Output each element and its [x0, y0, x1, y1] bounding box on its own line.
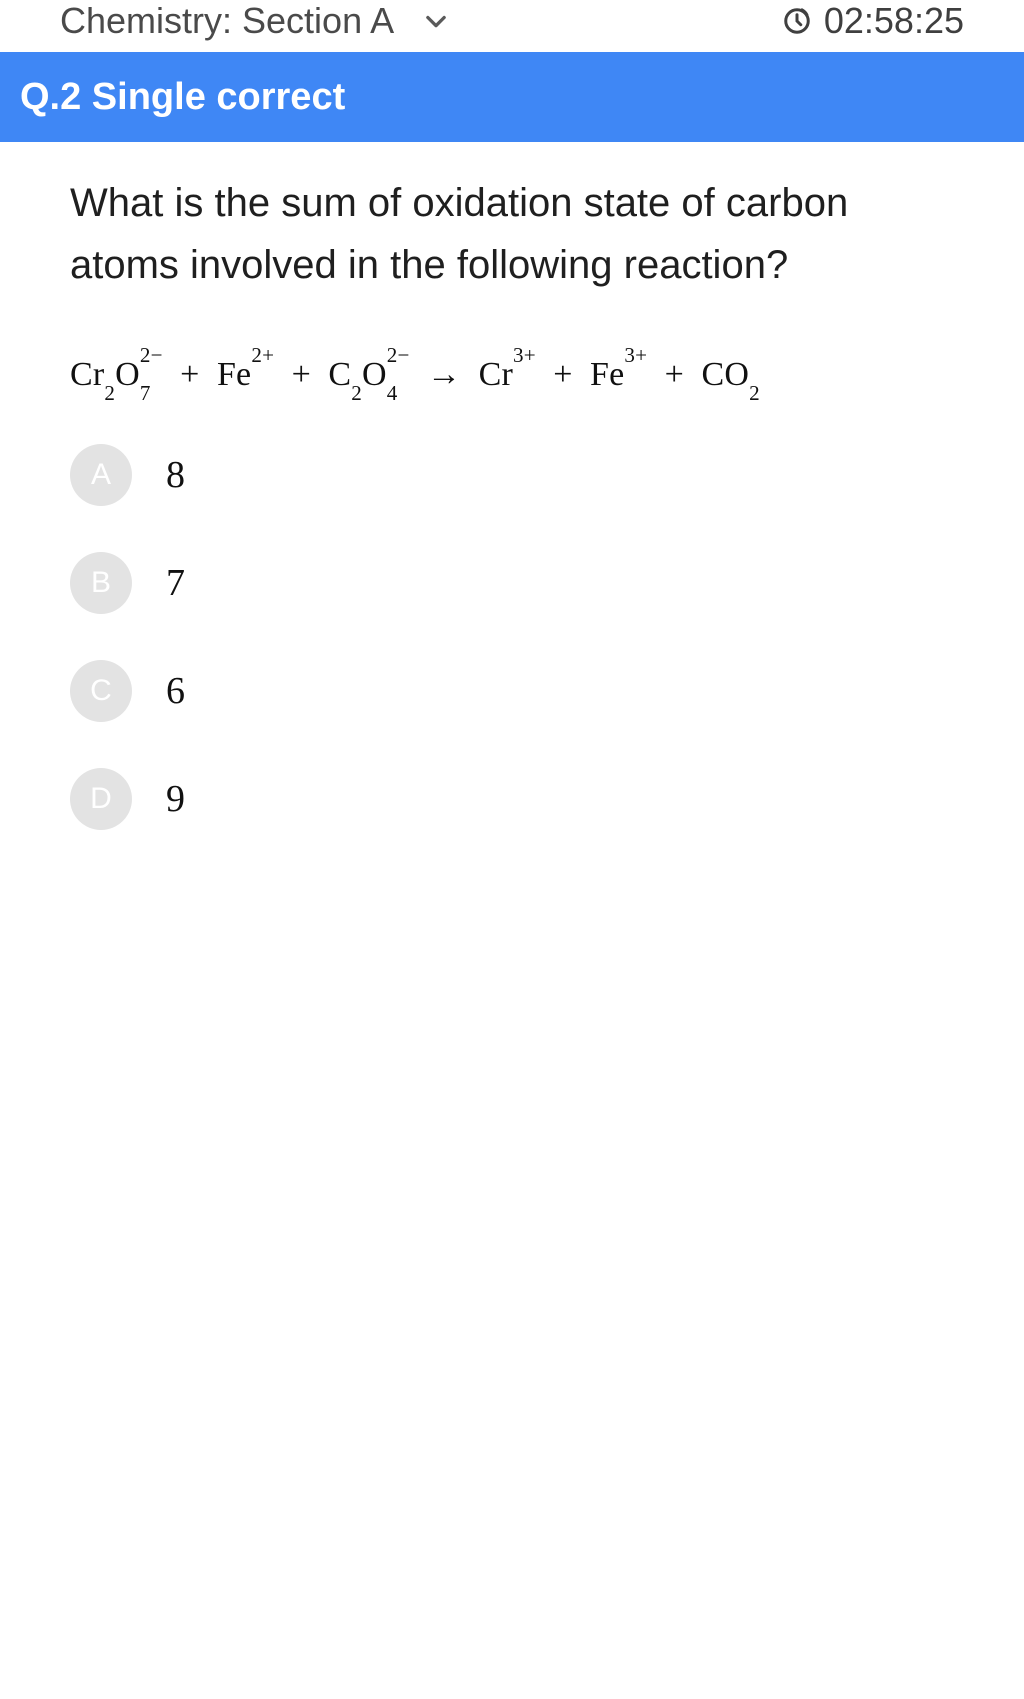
- chevron-down-icon: [422, 7, 450, 35]
- option-badge: D: [70, 768, 132, 830]
- option-badge: B: [70, 552, 132, 614]
- section-dropdown[interactable]: Chemistry: Section A: [60, 0, 450, 42]
- option-value: 7: [166, 561, 185, 605]
- options-list: A8 B7 C6 D9: [70, 444, 954, 830]
- reaction-equation: Cr 2O2−7 + Fe2+ + C 2O2−4 → Cr3+ + Fe3+ …: [70, 356, 954, 398]
- option-value: 6: [166, 669, 185, 713]
- question-text: What is the sum of oxidation state of ca…: [70, 172, 954, 296]
- option-value: 8: [166, 453, 185, 497]
- option-c[interactable]: C6: [70, 660, 954, 722]
- section-label: Chemistry: Section A: [60, 0, 394, 42]
- option-d[interactable]: D9: [70, 768, 954, 830]
- option-b[interactable]: B7: [70, 552, 954, 614]
- option-badge: C: [70, 660, 132, 722]
- option-badge: A: [70, 444, 132, 506]
- question-content: What is the sum of oxidation state of ca…: [0, 142, 1024, 830]
- question-header-bar: Q.2 Single correct: [0, 52, 1024, 142]
- question-header-text: Q.2 Single correct: [20, 76, 345, 119]
- page-root: Chemistry: Section A 02:58:25 Q.2 Single…: [0, 0, 1024, 1699]
- clock-icon: [782, 6, 812, 36]
- timer-value: 02:58:25: [824, 0, 964, 42]
- timer-display: 02:58:25: [782, 0, 964, 42]
- option-value: 9: [166, 777, 185, 821]
- option-a[interactable]: A8: [70, 444, 954, 506]
- top-bar: Chemistry: Section A 02:58:25: [0, 0, 1024, 52]
